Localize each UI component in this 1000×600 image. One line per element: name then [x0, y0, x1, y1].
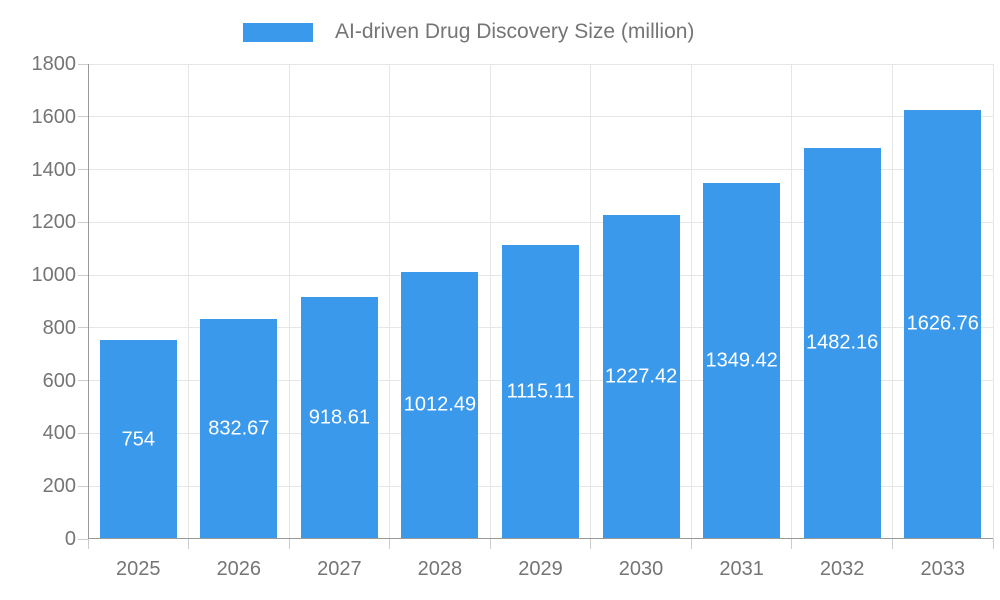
- gridline-horizontal: [88, 116, 993, 118]
- gridline-vertical: [288, 64, 290, 539]
- y-axis-tick: [78, 169, 88, 171]
- y-axis-tick-label: 1000: [31, 264, 77, 287]
- x-axis-tick-label: 2033: [920, 558, 965, 580]
- bar-2030[interactable]: 1227.42: [602, 215, 680, 539]
- y-axis-tick-label: 200: [42, 475, 76, 498]
- y-axis-tick: [78, 432, 88, 434]
- bar-2033[interactable]: 1626.76: [904, 109, 982, 539]
- x-axis-tick-label: 2032: [819, 558, 865, 580]
- bar-2031[interactable]: 1349.42: [703, 182, 781, 539]
- gridline-horizontal: [88, 169, 993, 171]
- bar-value-label: 1012.49: [403, 393, 477, 416]
- gridline-vertical: [188, 64, 190, 539]
- bar-value-label: 832.67: [208, 417, 270, 440]
- gridline-vertical: [992, 64, 994, 539]
- legend-label: AI-driven Drug Discovery Size (million): [335, 20, 695, 43]
- legend-swatch: [243, 22, 313, 42]
- x-axis-line: [88, 538, 993, 539]
- bar-2028[interactable]: 1012.49: [401, 271, 479, 539]
- x-axis-tick: [389, 539, 391, 549]
- x-axis-tick: [590, 539, 592, 549]
- gridline-vertical: [891, 64, 893, 539]
- y-axis-tick: [78, 116, 88, 118]
- y-axis-line: [88, 64, 89, 539]
- y-axis-tick: [78, 274, 88, 276]
- x-axis-tick-label: 2027: [317, 558, 362, 580]
- gridline-vertical: [791, 64, 793, 539]
- gridline-vertical: [489, 64, 491, 539]
- x-axis-tick: [288, 539, 290, 549]
- x-axis-tick: [791, 539, 793, 549]
- y-axis-tick: [78, 485, 88, 487]
- gridline-vertical: [389, 64, 391, 539]
- x-axis-tick-label: 2030: [618, 558, 664, 580]
- y-axis-tick-label: 800: [42, 316, 76, 339]
- legend-item[interactable]: AI-driven Drug Discovery Size (million): [243, 13, 694, 51]
- gridline-horizontal: [88, 221, 993, 223]
- y-axis-tick: [78, 327, 88, 329]
- y-axis-tick: [78, 63, 88, 65]
- bar-2029[interactable]: 1115.11: [502, 244, 579, 539]
- bar-value-label: 1626.76: [906, 312, 979, 335]
- x-axis-tick-label: 2031: [719, 558, 764, 580]
- y-axis-tick-label: 0: [64, 528, 76, 550]
- y-axis-tick-label: 1800: [31, 53, 77, 75]
- bar-2027[interactable]: 918.61: [300, 296, 378, 539]
- y-axis-tick: [78, 380, 88, 382]
- bar-2032[interactable]: 1482.16: [803, 147, 881, 539]
- x-axis-tick: [188, 539, 190, 549]
- x-axis-tick-label: 2026: [216, 558, 262, 580]
- x-axis-tick-label: 2028: [417, 558, 463, 580]
- x-axis-tick: [992, 539, 994, 549]
- bar-2026[interactable]: 832.67: [200, 319, 278, 539]
- y-axis-tick-label: 1600: [31, 105, 77, 128]
- gridline-vertical: [590, 64, 592, 539]
- x-axis-tick-label: 2029: [518, 558, 563, 580]
- bar-value-label: 918.61: [308, 406, 370, 429]
- bar-value-label: 1227.42: [604, 365, 678, 388]
- gridline-vertical: [690, 64, 692, 539]
- bar-value-label: 1482.16: [806, 331, 879, 354]
- x-axis-tick: [690, 539, 692, 549]
- x-axis-tick: [87, 539, 89, 549]
- y-axis-tick-label: 1200: [31, 211, 77, 234]
- bar-value-label: 1115.11: [506, 380, 575, 403]
- y-axis-tick-label: 600: [42, 369, 76, 392]
- bar-2025[interactable]: 754: [99, 340, 177, 539]
- x-axis-tick: [489, 539, 491, 549]
- plot-area: 754 832.67 918.61 1012.49 1115.11 1227.42 1349…: [88, 63, 994, 539]
- y-axis-tick: [78, 538, 88, 540]
- bar-value-label: 754: [121, 428, 155, 451]
- bar-value-label: 1349.42: [705, 349, 778, 372]
- x-axis-tick-label: 2025: [116, 558, 161, 580]
- y-axis-tick-label: 1400: [31, 158, 77, 181]
- y-axis-tick-label: 400: [42, 422, 76, 445]
- gridline-horizontal: [88, 63, 993, 65]
- y-axis-tick: [78, 221, 88, 223]
- x-axis-tick: [891, 539, 893, 549]
